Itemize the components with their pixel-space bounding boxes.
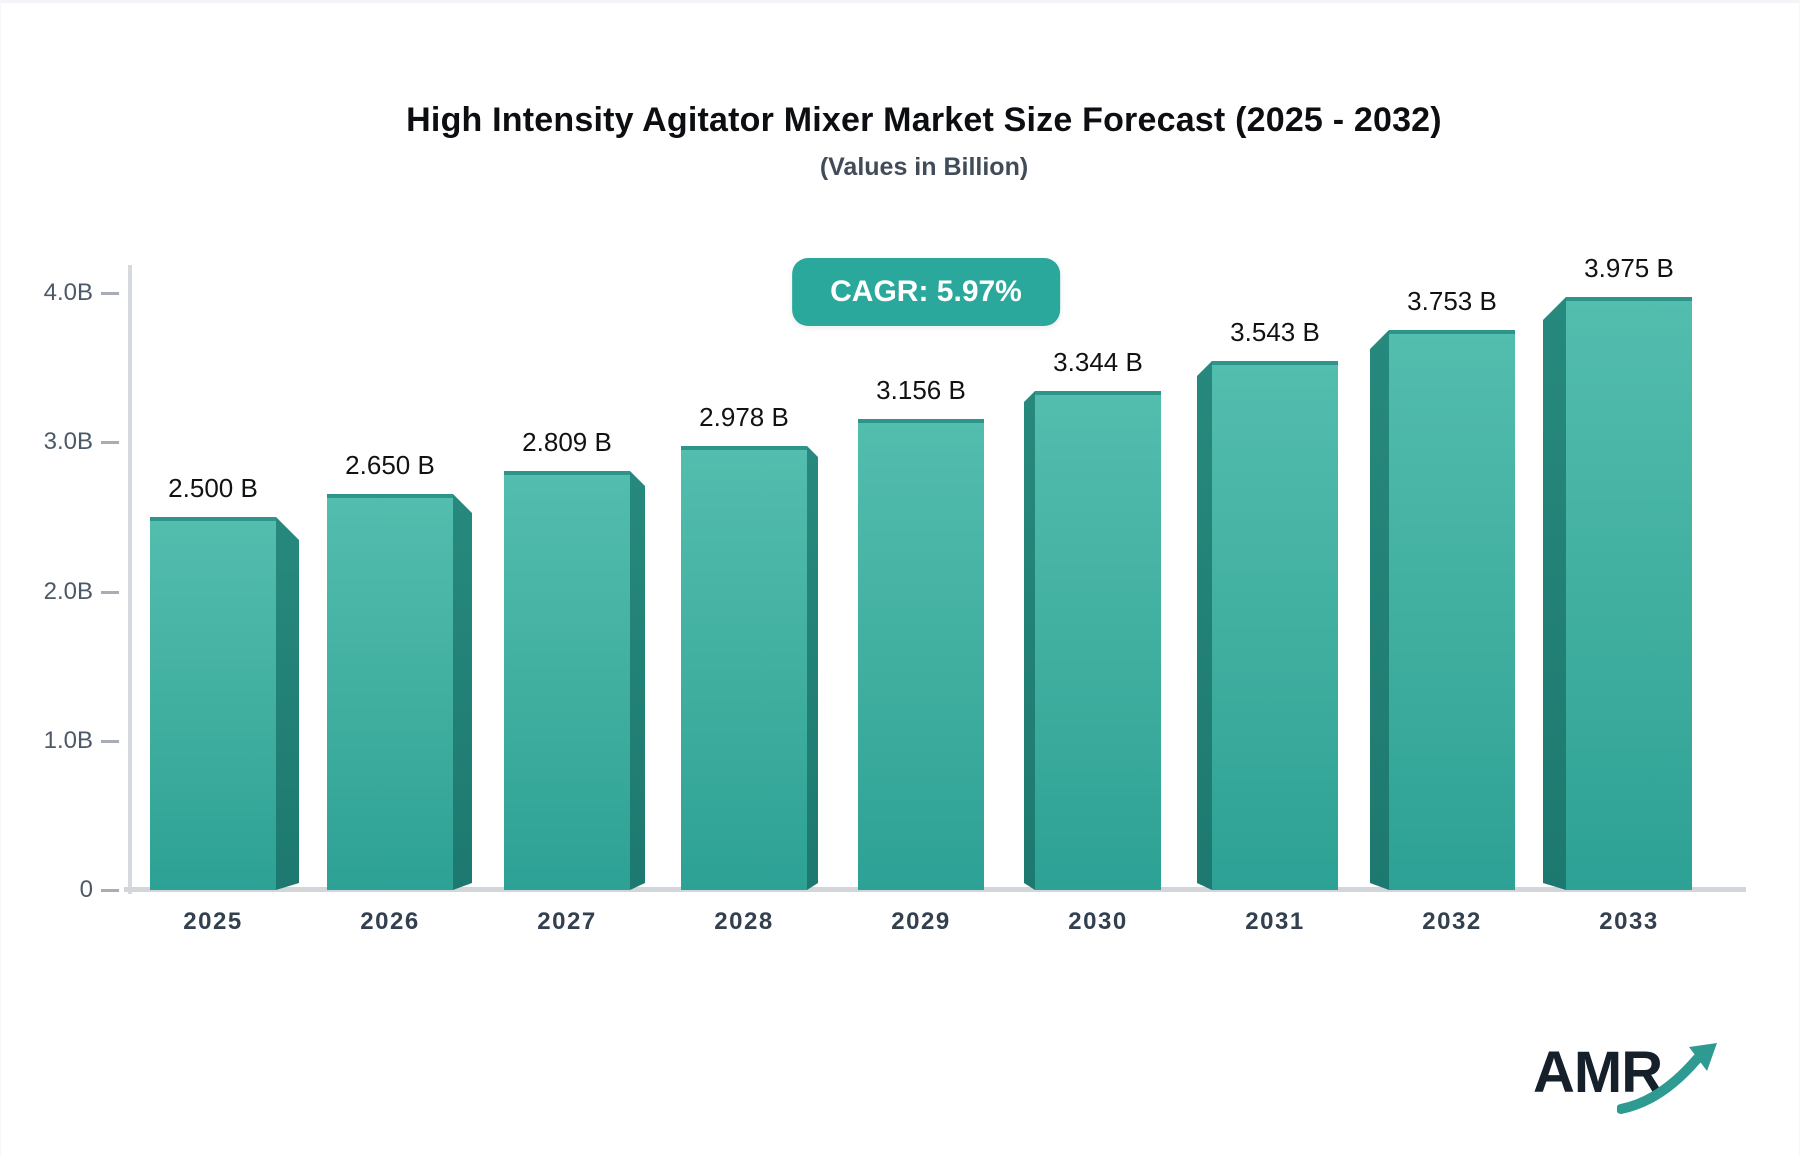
bar-side-face-2026 [453,494,472,890]
x-axis-label: 2027 [537,908,597,935]
y-tick-label: 2.0B [43,578,93,605]
bar-value-label: 2.809 B [522,427,612,457]
bar-value-label: 3.344 B [1053,347,1143,377]
bar-2025 [150,517,276,890]
y-tick-label: 3.0B [43,428,93,455]
y-tick-dash [101,591,119,594]
bar-2027 [504,471,630,890]
bar-value-label: 2.500 B [168,473,258,503]
bar-side-face-2028 [807,446,818,890]
amr-logo: AMR [1533,1035,1763,1125]
bar-value-label: 3.753 B [1407,286,1497,316]
bar-side-face-2031 [1197,361,1212,890]
x-axis-label: 2031 [1245,908,1305,935]
amr-logo-text: AMR [1533,1040,1663,1105]
x-axis-label: 2025 [183,908,243,935]
chart-subtitle: (Values in Billion) [819,153,1029,181]
bar-value-label: 3.975 B [1584,253,1674,283]
x-axis-label: 2026 [360,908,420,935]
bar-value-label: 2.650 B [345,450,435,480]
growth-arrow-icon [1617,1043,1717,1114]
bar-side-face-2030 [1024,391,1035,890]
y-tick-dash [101,889,119,892]
cagr-badge: CAGR: 5.97% [792,258,1060,326]
bar-value-label: 3.156 B [876,375,966,405]
y-axis-line [128,265,132,894]
plot-area: 4.0B 3.0B 2.0B 1.0B 0 2.500 B 2025 2.650 B 2026 2… [1,3,1799,1156]
bar-2029 [858,419,984,890]
x-axis-label: 2029 [891,908,951,935]
x-axis-label: 2032 [1422,908,1482,935]
x-axis-label: 2028 [714,908,774,935]
bar-value-label: 2.978 B [699,402,789,432]
y-tick-label: 4.0B [43,279,93,306]
y-tick-label: 1.0B [43,727,93,754]
bar-side-face-2027 [630,471,645,890]
y-tick-label: 0 [79,876,93,903]
y-tick-dash [101,441,119,444]
x-axis-label: 2033 [1599,908,1659,935]
bar-2028 [681,446,807,890]
bar-2026 [327,494,453,890]
bar-2031 [1212,361,1338,890]
bar-side-face-2025 [276,517,299,890]
bar-side-face-2033 [1543,297,1566,890]
bar-2033 [1566,297,1692,890]
bar-2032 [1389,330,1515,890]
x-axis-label: 2030 [1068,908,1128,935]
y-tick-dash [101,740,119,743]
y-tick-dash [101,292,119,295]
bar-side-face-2032 [1370,330,1389,890]
page-title: High Intensity Agitator Mixer Market Siz… [406,101,1442,139]
bar-2030 [1035,391,1161,890]
bar-value-label: 3.543 B [1230,317,1320,347]
